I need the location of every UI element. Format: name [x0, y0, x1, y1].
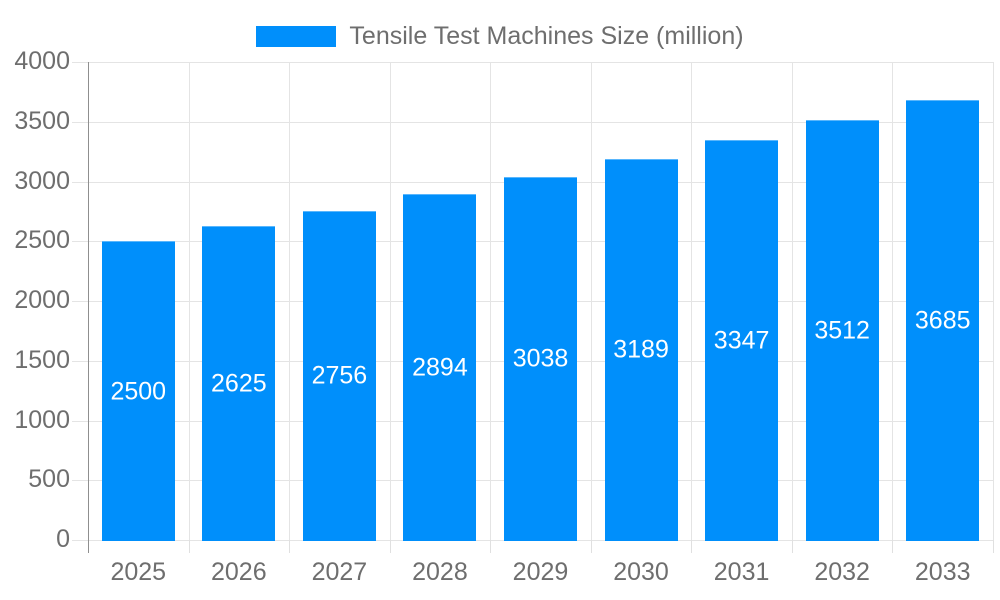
bar[interactable]: 3189	[604, 158, 678, 541]
x-gridline	[289, 62, 291, 540]
y-tick-mark	[72, 420, 88, 422]
bar[interactable]: 2500	[101, 241, 175, 541]
bar[interactable]: 2894	[403, 194, 477, 541]
x-axis-tick-label: 2032	[814, 558, 870, 586]
y-tick-mark	[72, 360, 88, 362]
bar-value-label: 2625	[211, 369, 267, 398]
x-tick-mark	[490, 540, 492, 553]
bar-value-label: 2894	[412, 353, 468, 382]
y-axis-tick-label: 1500	[14, 345, 70, 374]
x-tick-mark	[892, 540, 894, 553]
y-tick-mark	[72, 301, 88, 302]
y-gridline	[88, 62, 993, 63]
x-gridline	[691, 62, 693, 540]
bar-value-label: 3189	[613, 335, 669, 364]
x-axis-tick-label: 2028	[412, 558, 468, 586]
x-tick-mark	[389, 540, 391, 553]
x-gridline	[791, 62, 793, 540]
x-axis-tick-label: 2033	[914, 558, 971, 586]
x-axis-tick-label: 2025	[110, 558, 167, 586]
bar[interactable]: 3347	[705, 140, 779, 541]
x-gridline	[490, 62, 492, 540]
y-axis-tick-label: 2500	[14, 226, 70, 255]
y-axis-line	[87, 62, 89, 553]
legend-swatch	[256, 26, 337, 47]
x-gridline	[892, 62, 894, 540]
legend-label: Tensile Test Machines Size (million)	[349, 22, 744, 50]
x-tick-mark	[691, 540, 693, 553]
y-tick-mark	[72, 121, 88, 123]
y-axis-tick-label: 3000	[14, 166, 70, 195]
x-gridline	[389, 62, 391, 540]
legend-item[interactable]: Tensile Test Machines Size (million)	[0, 22, 1000, 51]
bar[interactable]: 3512	[805, 120, 879, 541]
x-tick-mark	[188, 540, 190, 553]
bar-value-label: 2756	[311, 361, 368, 390]
y-axis-tick-label: 4000	[14, 47, 70, 75]
bar-value-label: 3685	[914, 306, 971, 335]
y-tick-mark	[72, 181, 88, 183]
x-tick-mark	[791, 540, 793, 553]
x-gridline	[993, 62, 994, 540]
y-axis-tick-label: 1000	[14, 405, 70, 434]
x-axis-tick-label: 2026	[211, 558, 267, 586]
bar[interactable]: 3038	[504, 176, 577, 541]
y-axis-tick-label: 2000	[14, 286, 70, 314]
y-tick-mark	[72, 540, 88, 541]
bar[interactable]: 2625	[202, 226, 276, 541]
x-axis-tick-label: 2031	[713, 558, 770, 586]
bar-value-label: 3347	[713, 326, 770, 355]
y-axis-tick-label: 3500	[14, 106, 70, 135]
x-axis-tick-label: 2030	[613, 558, 669, 586]
y-axis-tick-label: 0	[56, 525, 70, 553]
y-tick-mark	[72, 480, 88, 482]
x-gridline	[188, 62, 190, 540]
bar-value-label: 3512	[814, 316, 870, 345]
x-tick-mark	[289, 540, 291, 553]
bar[interactable]: 2756	[302, 210, 376, 541]
x-tick-mark	[590, 540, 592, 553]
y-gridline	[88, 121, 993, 123]
bar-value-label: 3038	[512, 344, 569, 373]
bar-value-label: 2500	[110, 377, 167, 406]
y-tick-mark	[72, 62, 88, 63]
y-tick-mark	[72, 241, 88, 243]
x-tick-mark	[993, 540, 994, 553]
bar[interactable]: 3685	[906, 99, 980, 541]
x-gridline	[590, 62, 592, 540]
x-axis-tick-label: 2027	[311, 558, 368, 586]
x-axis-tick-label: 2029	[512, 558, 569, 586]
y-axis-tick-label: 500	[28, 465, 70, 494]
